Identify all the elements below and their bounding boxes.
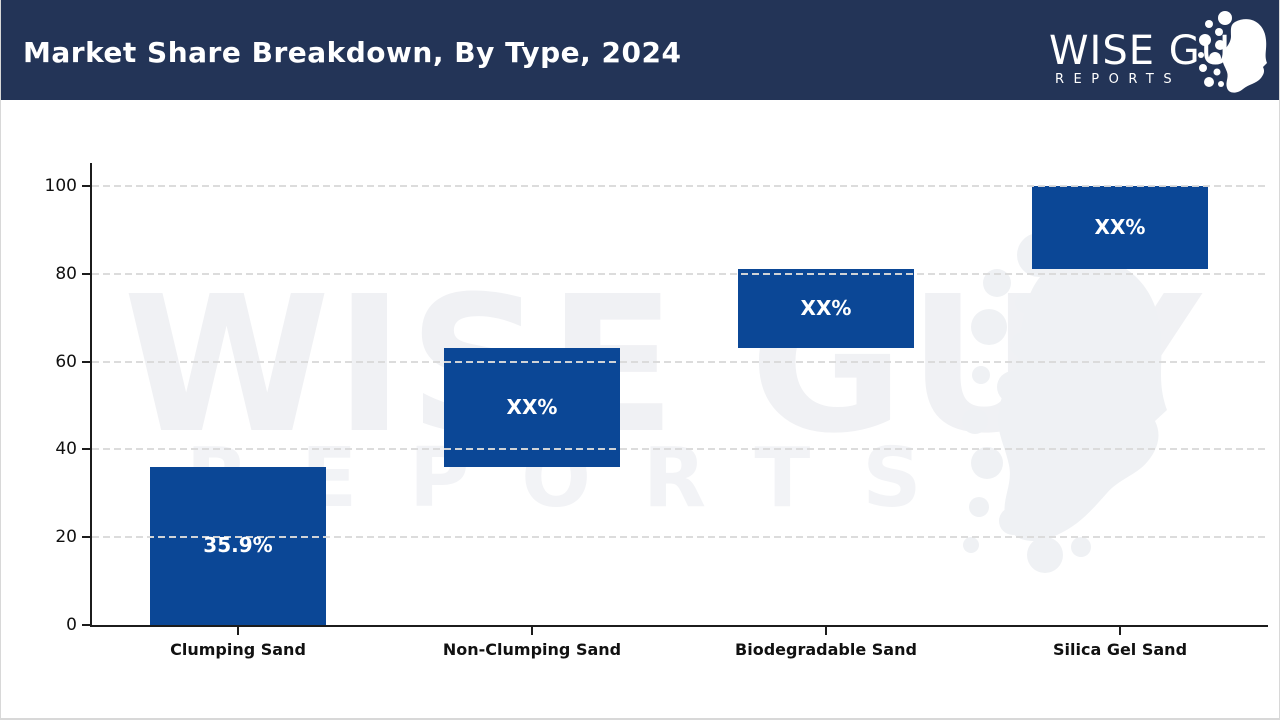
bar-value-label: XX% [1094, 214, 1146, 239]
gridline [92, 536, 1268, 539]
y-tick-mark [82, 624, 90, 626]
bar-value-label: XX% [800, 295, 852, 320]
x-category-label: Biodegradable Sand [735, 640, 917, 659]
bar-segment [150, 467, 326, 625]
x-axis-line [90, 625, 1268, 627]
gridline [92, 272, 1268, 275]
bar-segment [444, 348, 620, 468]
logo-subtitle: REPORTS [1055, 72, 1182, 87]
bar-value-label: XX% [506, 394, 558, 419]
y-tick-mark [82, 536, 90, 539]
y-tick-label: 40 [55, 439, 77, 460]
gridline [92, 448, 1268, 451]
y-tick-label: 60 [55, 351, 77, 372]
y-tick-mark [82, 272, 90, 275]
chart-title: Market Share Breakdown, By Type, 2024 [23, 36, 682, 69]
bar-segment [738, 269, 914, 349]
bar-value-label: 35.9% [203, 533, 273, 558]
x-category-label: Clumping Sand [170, 640, 306, 659]
y-tick-label: 0 [66, 615, 77, 635]
y-tick-label: 20 [55, 527, 77, 548]
header-bar: Market Share Breakdown, By Type, 2024 WI… [1, 0, 1279, 100]
x-tick-mark [1119, 627, 1121, 635]
logo-head-icon [1198, 11, 1267, 93]
y-tick-label: 100 [44, 176, 77, 196]
gridline [92, 185, 1268, 187]
x-tick-mark [237, 627, 239, 635]
x-category-label: Silica Gel Sand [1052, 640, 1188, 659]
y-tick-mark [82, 185, 90, 187]
gridline [92, 360, 1268, 363]
x-category-label: Non-Clumping Sand [442, 640, 622, 659]
wise-guy-reports-logo: WISE GUY REPORTS [1009, 6, 1269, 96]
x-tick-mark [825, 627, 827, 635]
y-tick-mark [82, 448, 90, 451]
y-tick-label: 80 [55, 263, 77, 284]
bar-segment [1032, 186, 1208, 270]
logo-wordmark: WISE GUY [1049, 28, 1257, 74]
y-tick-mark [82, 360, 90, 363]
x-tick-mark [531, 627, 533, 635]
y-axis-line [90, 163, 92, 627]
watermark-head-icon [962, 233, 1167, 573]
